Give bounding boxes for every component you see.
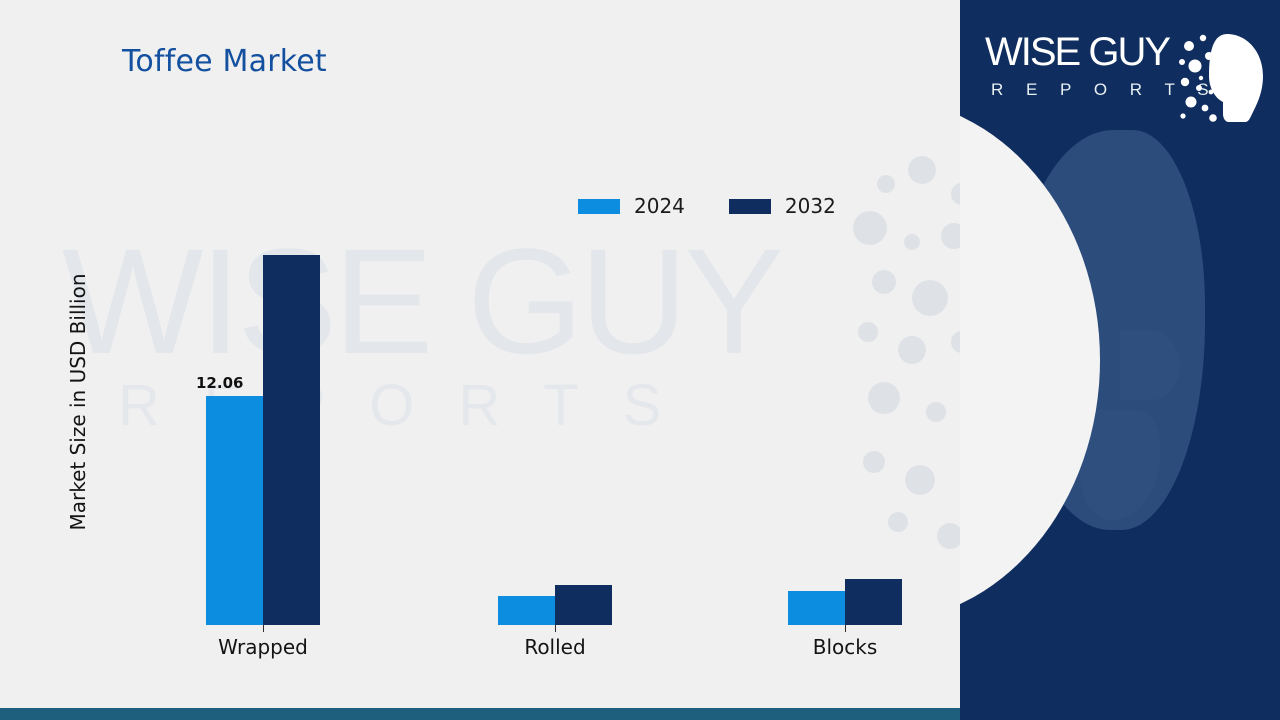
dotted-head-profile-icon xyxy=(1179,34,1263,122)
x-axis-tick-rolled xyxy=(555,625,556,632)
legend-label-2032: 2032 xyxy=(784,194,836,218)
legend-swatch-2024 xyxy=(578,198,620,214)
plot-area: Wrapped Rolled Blocks 12.06 xyxy=(88,255,950,659)
legend-swatch-2032 xyxy=(728,198,771,214)
logo-wise-guy-text: WISE GUY xyxy=(985,30,1171,74)
bar-wrapped-2032[interactable] xyxy=(263,255,320,625)
bar-blocks-2024[interactable] xyxy=(788,591,845,625)
x-axis-tick-wrapped xyxy=(263,625,264,632)
bar-value-label-wrapped: 12.06 xyxy=(196,374,244,392)
x-axis-label-blocks: Blocks xyxy=(812,635,878,659)
bar-rolled-2032[interactable] xyxy=(555,585,612,625)
x-axis-baseline xyxy=(88,625,950,626)
x-axis-tick-blocks xyxy=(845,625,846,632)
legend-item-2024[interactable]: 2024 xyxy=(578,194,685,218)
chart-legend: 2024 2032 xyxy=(578,194,836,218)
face-nose-shape xyxy=(1120,330,1180,400)
page-title: Toffee Market xyxy=(122,44,327,79)
x-axis-label-wrapped: Wrapped xyxy=(218,635,308,659)
x-axis-label-rolled: Rolled xyxy=(524,635,586,659)
legend-label-2024: 2024 xyxy=(634,194,685,218)
logo-reports-text: R E P O R T S xyxy=(991,80,1218,99)
legend-item-2032[interactable]: 2032 xyxy=(728,194,836,218)
bottom-accent-strip xyxy=(0,708,960,720)
bar-rolled-2024[interactable] xyxy=(498,596,555,625)
bar-wrapped-2024[interactable] xyxy=(206,396,263,625)
y-axis-title: Market Size in USD Billion xyxy=(66,273,90,531)
bar-blocks-2032[interactable] xyxy=(845,579,902,625)
brand-logo: WISE GUY R E P O R T S xyxy=(985,30,1265,122)
